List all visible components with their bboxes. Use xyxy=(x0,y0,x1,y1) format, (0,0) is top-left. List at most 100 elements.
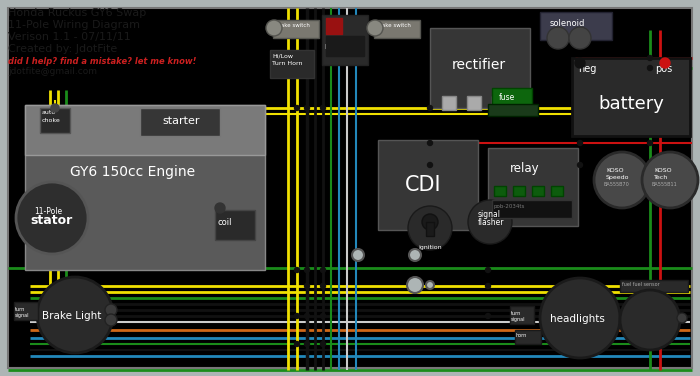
Circle shape xyxy=(215,203,225,213)
Circle shape xyxy=(295,106,300,111)
Text: CDI: CDI xyxy=(405,175,442,195)
Circle shape xyxy=(547,27,569,49)
Text: brake switch: brake switch xyxy=(275,23,310,28)
Circle shape xyxy=(266,20,282,36)
Circle shape xyxy=(575,58,585,68)
Text: choke: choke xyxy=(42,118,61,123)
Circle shape xyxy=(648,65,652,71)
Circle shape xyxy=(428,106,433,111)
Circle shape xyxy=(486,267,491,273)
Circle shape xyxy=(321,106,326,111)
Text: relay: relay xyxy=(510,162,540,175)
Text: ignition: ignition xyxy=(418,245,442,250)
Circle shape xyxy=(409,249,421,261)
FancyBboxPatch shape xyxy=(488,104,538,116)
Circle shape xyxy=(428,141,433,146)
FancyBboxPatch shape xyxy=(467,96,481,110)
Text: coil: coil xyxy=(217,218,232,227)
Text: solenoid: solenoid xyxy=(550,19,585,28)
FancyBboxPatch shape xyxy=(8,8,692,368)
Circle shape xyxy=(577,35,583,41)
FancyBboxPatch shape xyxy=(378,140,478,230)
Text: brake switch: brake switch xyxy=(376,23,411,28)
FancyBboxPatch shape xyxy=(442,96,456,110)
Circle shape xyxy=(321,284,326,288)
Circle shape xyxy=(428,162,433,167)
Circle shape xyxy=(321,267,326,273)
Circle shape xyxy=(295,341,300,347)
Circle shape xyxy=(352,249,364,261)
Text: Tech: Tech xyxy=(654,175,668,180)
Circle shape xyxy=(648,56,652,61)
FancyBboxPatch shape xyxy=(488,148,578,226)
FancyBboxPatch shape xyxy=(513,186,525,196)
Circle shape xyxy=(407,277,423,293)
Circle shape xyxy=(304,106,309,111)
Text: fuel fuel sensor: fuel fuel sensor xyxy=(622,282,659,287)
FancyBboxPatch shape xyxy=(532,186,544,196)
Circle shape xyxy=(569,27,591,49)
Circle shape xyxy=(304,284,309,288)
Text: jdotfite@gmail.com: jdotfite@gmail.com xyxy=(8,67,97,76)
Text: auto: auto xyxy=(42,110,56,115)
Circle shape xyxy=(594,152,650,208)
Text: turn: turn xyxy=(511,311,522,316)
FancyBboxPatch shape xyxy=(326,18,342,34)
FancyBboxPatch shape xyxy=(572,58,690,136)
Text: KOSO: KOSO xyxy=(654,168,671,173)
Circle shape xyxy=(486,314,491,318)
FancyBboxPatch shape xyxy=(540,12,612,40)
Circle shape xyxy=(51,104,59,112)
Text: Kill/Start: Kill/Start xyxy=(324,44,354,50)
Circle shape xyxy=(304,267,309,273)
FancyBboxPatch shape xyxy=(326,36,364,56)
FancyBboxPatch shape xyxy=(374,20,420,38)
FancyBboxPatch shape xyxy=(515,330,541,344)
FancyBboxPatch shape xyxy=(492,88,532,108)
Circle shape xyxy=(486,284,491,288)
Text: horn: horn xyxy=(516,333,527,338)
FancyBboxPatch shape xyxy=(430,28,530,108)
Text: GY6 150cc Engine: GY6 150cc Engine xyxy=(70,165,195,179)
Text: signal: signal xyxy=(511,317,526,322)
Circle shape xyxy=(105,314,117,326)
FancyBboxPatch shape xyxy=(25,105,265,155)
Circle shape xyxy=(408,206,452,250)
Circle shape xyxy=(648,141,652,146)
Text: signal: signal xyxy=(15,313,29,318)
FancyBboxPatch shape xyxy=(492,96,506,110)
FancyBboxPatch shape xyxy=(322,15,368,65)
Text: signal: signal xyxy=(478,210,501,219)
Text: starter: starter xyxy=(162,116,200,126)
Text: fuse: fuse xyxy=(499,93,515,102)
Circle shape xyxy=(295,314,300,318)
Text: Turn Horn: Turn Horn xyxy=(272,61,302,66)
Text: battery: battery xyxy=(598,95,664,113)
Circle shape xyxy=(578,141,582,146)
Text: stator: stator xyxy=(30,214,72,227)
Text: Created by: JdotFite: Created by: JdotFite xyxy=(8,44,118,54)
FancyBboxPatch shape xyxy=(273,20,319,38)
Text: flasher: flasher xyxy=(478,218,505,227)
Circle shape xyxy=(304,314,309,318)
Circle shape xyxy=(677,313,687,323)
FancyBboxPatch shape xyxy=(494,186,506,196)
FancyBboxPatch shape xyxy=(492,200,572,218)
Circle shape xyxy=(642,152,698,208)
Circle shape xyxy=(321,314,326,318)
Circle shape xyxy=(426,281,434,289)
FancyBboxPatch shape xyxy=(14,302,38,320)
Circle shape xyxy=(304,341,309,347)
Text: BA555B70: BA555B70 xyxy=(604,182,630,187)
Text: rectifier: rectifier xyxy=(452,58,506,72)
Text: 11-Pole Wiring Diagram: 11-Pole Wiring Diagram xyxy=(8,20,140,30)
Circle shape xyxy=(37,277,113,353)
Text: pos: pos xyxy=(655,64,672,74)
Text: 11-Pole: 11-Pole xyxy=(34,207,62,216)
Text: headlights: headlights xyxy=(550,314,605,324)
Text: neg: neg xyxy=(578,64,596,74)
Circle shape xyxy=(660,58,670,68)
FancyBboxPatch shape xyxy=(215,210,255,240)
Circle shape xyxy=(105,304,117,316)
Circle shape xyxy=(540,278,620,358)
